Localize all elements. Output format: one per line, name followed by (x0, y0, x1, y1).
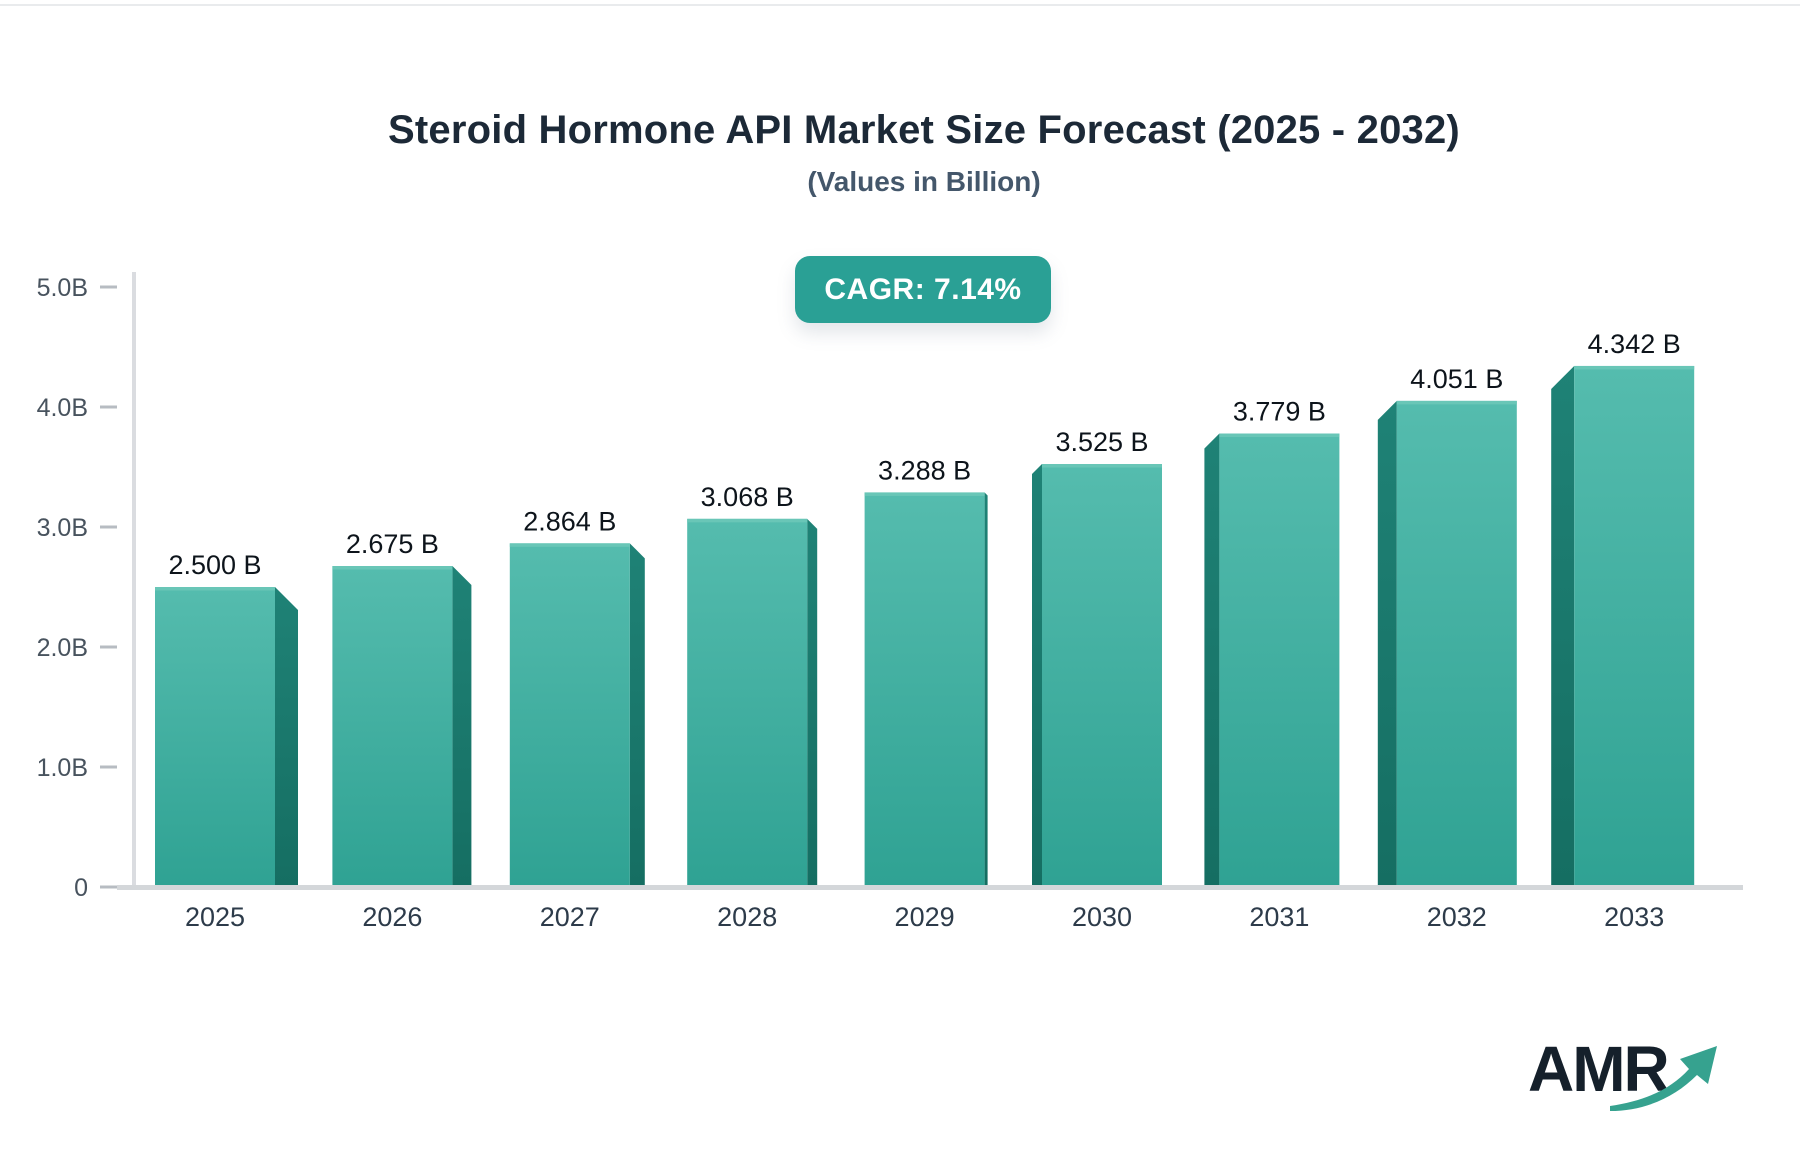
x-axis-label: 2030 (1072, 902, 1132, 932)
y-tick-label: 2.0B (37, 634, 88, 662)
bar-side-face (1204, 433, 1220, 887)
cagr-badge: CAGR: 7.14% (795, 256, 1051, 323)
bar-front-face (687, 518, 808, 887)
bar-2033: 4.342 B 2033 (1551, 329, 1695, 932)
bar-2030: 3.525 B 2030 (1032, 427, 1162, 932)
bar-value-label: 3.779 B (1233, 397, 1326, 427)
bar-top-highlight (1219, 433, 1340, 438)
bar-top-highlight (155, 587, 275, 591)
bar-value-label: 4.342 B (1588, 329, 1681, 359)
bar-top-highlight (1042, 464, 1162, 468)
bar-value-label: 2.675 B (346, 529, 439, 559)
bar-2032: 4.051 B 2032 (1377, 364, 1517, 932)
bar-2025: 2.500 B 2025 (155, 550, 298, 932)
bar-side-face (1377, 400, 1397, 887)
bar-2031: 3.779 B 2031 (1204, 397, 1340, 932)
bar-side-face (807, 518, 818, 887)
bar-side-face (452, 566, 472, 887)
x-axis-label: 2027 (540, 902, 600, 932)
cagr-badge-label: CAGR: 7.14% (824, 272, 1022, 306)
y-tick-label: 1.0B (37, 754, 88, 782)
bar-front-face (155, 587, 275, 887)
x-axis-label: 2025 (185, 902, 245, 932)
bar-top-highlight (687, 518, 808, 523)
bar-front-face (332, 566, 453, 887)
bar-front-face (1574, 365, 1695, 888)
x-axis-label: 2028 (717, 902, 777, 932)
bar-2028: 3.068 B 2028 (687, 482, 818, 932)
amr-logo: AMR (1528, 1032, 1738, 1122)
bar-value-label: 2.864 B (523, 506, 616, 536)
growth-arrow-icon (1610, 1046, 1717, 1111)
bar-value-label: 2.500 B (168, 550, 261, 580)
logo-text: AMR (1528, 1033, 1670, 1105)
bar-side-face (1551, 365, 1575, 888)
y-tick-dash (100, 885, 117, 889)
bar-value-label: 3.525 B (1055, 427, 1148, 457)
bar-top-highlight (509, 543, 630, 547)
y-tick-dash (100, 765, 117, 769)
y-tick-label: 5.0B (37, 274, 88, 302)
bar-front-face (1042, 464, 1162, 887)
bar-2026: 2.675 B 2026 (332, 529, 472, 932)
y-tick-dash (100, 525, 117, 529)
bar-2029: 3.288 B 2029 (864, 455, 988, 932)
bar-top-highlight (864, 492, 985, 496)
bar-value-label: 4.051 B (1410, 364, 1503, 394)
y-tick-label: 0 (74, 874, 88, 902)
bar-side-face (984, 492, 988, 887)
bar-side-face (1032, 464, 1042, 887)
bar-front-face (1396, 400, 1517, 887)
chart-title: Steroid Hormone API Market Size Forecast… (388, 108, 1460, 152)
y-tick-dash (100, 285, 117, 289)
bar-value-label: 3.288 B (878, 455, 971, 485)
bar-top-highlight (1574, 365, 1695, 370)
bar-value-label: 3.068 B (701, 482, 794, 512)
x-axis-label: 2033 (1604, 902, 1664, 932)
x-axis-label: 2031 (1249, 902, 1309, 932)
bar-2027: 2.864 B 2027 (509, 506, 645, 932)
x-axis-label: 2029 (895, 902, 955, 932)
bar-side-face (629, 543, 645, 887)
chart-subtitle: (Values in Billion) (807, 166, 1041, 197)
bar-front-face (864, 492, 985, 887)
y-tick-label: 3.0B (37, 514, 88, 542)
top-divider (0, 4, 1800, 6)
y-tick-dash (100, 405, 117, 409)
bar-top-highlight (332, 566, 453, 570)
y-tick-label: 4.0B (37, 394, 88, 422)
bar-side-face (275, 587, 298, 887)
x-axis-label: 2026 (362, 902, 422, 932)
bar-front-face (509, 543, 630, 887)
y-axis-line (132, 272, 136, 890)
bar-front-face (1219, 433, 1340, 887)
y-tick-dash (100, 645, 117, 649)
bar-top-highlight (1396, 400, 1517, 405)
x-axis-label: 2032 (1427, 902, 1487, 932)
x-axis-line (117, 885, 1743, 890)
